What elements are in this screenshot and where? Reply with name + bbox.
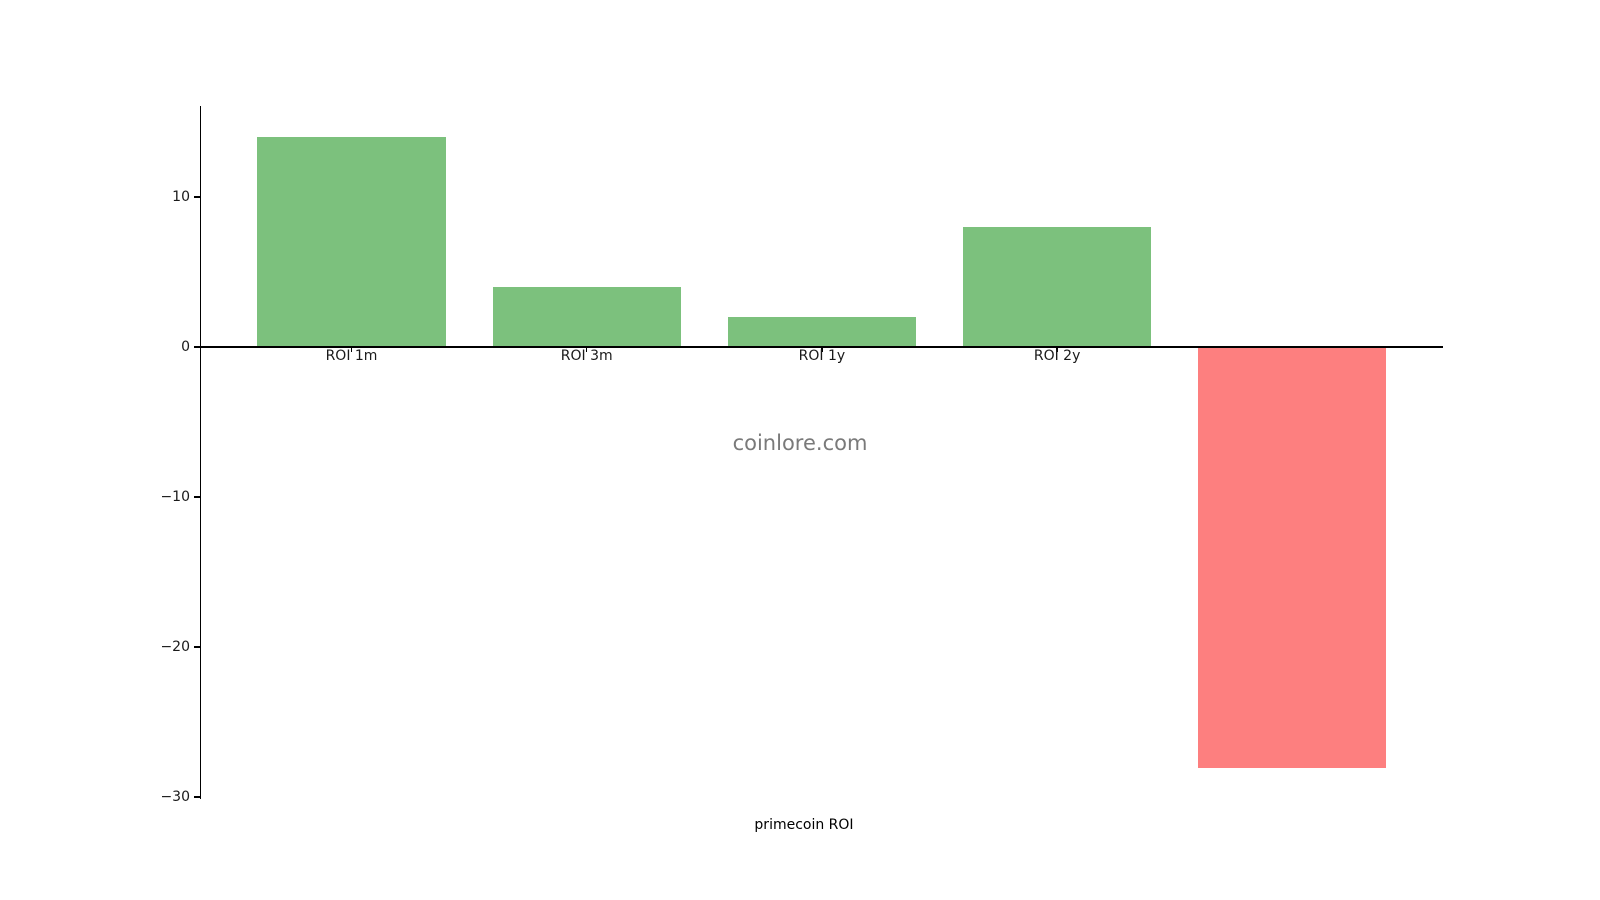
y-tick-mark xyxy=(193,496,200,498)
x-tick-label-roi-3m: ROI 3m xyxy=(560,348,613,364)
x-tick-mark xyxy=(585,347,588,353)
y-tick-mark xyxy=(193,646,200,648)
x-axis-zero-line xyxy=(199,346,1443,348)
x-tick-mark xyxy=(1056,347,1058,353)
y-tick-mark xyxy=(193,796,200,798)
x-tick-label-roi-2y: ROI 2y xyxy=(1033,348,1081,364)
y-tick-label: 0 xyxy=(181,339,190,355)
bar-roi-3m xyxy=(492,287,681,347)
y-tick-label: −30 xyxy=(160,789,190,805)
y-axis-spine xyxy=(199,105,201,799)
bar-roi-1m xyxy=(257,137,446,347)
bar-roi-4 xyxy=(1198,348,1387,768)
x-tick-mark xyxy=(350,347,353,353)
y-tick-label: 10 xyxy=(172,189,190,205)
bar-roi-2y xyxy=(963,227,1152,347)
y-tick-label: −20 xyxy=(160,639,190,655)
x-axis-title: primecoin ROI xyxy=(754,817,854,833)
x-tick-label-roi-1y: ROI 1y xyxy=(798,348,846,364)
watermark-text: coinlore.com xyxy=(732,431,868,455)
x-tick-label-roi-1m: ROI 1m xyxy=(325,348,378,364)
y-tick-label: −10 xyxy=(160,489,190,505)
bar-roi-1y xyxy=(727,317,916,347)
x-tick-mark xyxy=(821,347,823,353)
y-tick-mark xyxy=(193,346,200,348)
y-tick-mark xyxy=(193,196,200,198)
